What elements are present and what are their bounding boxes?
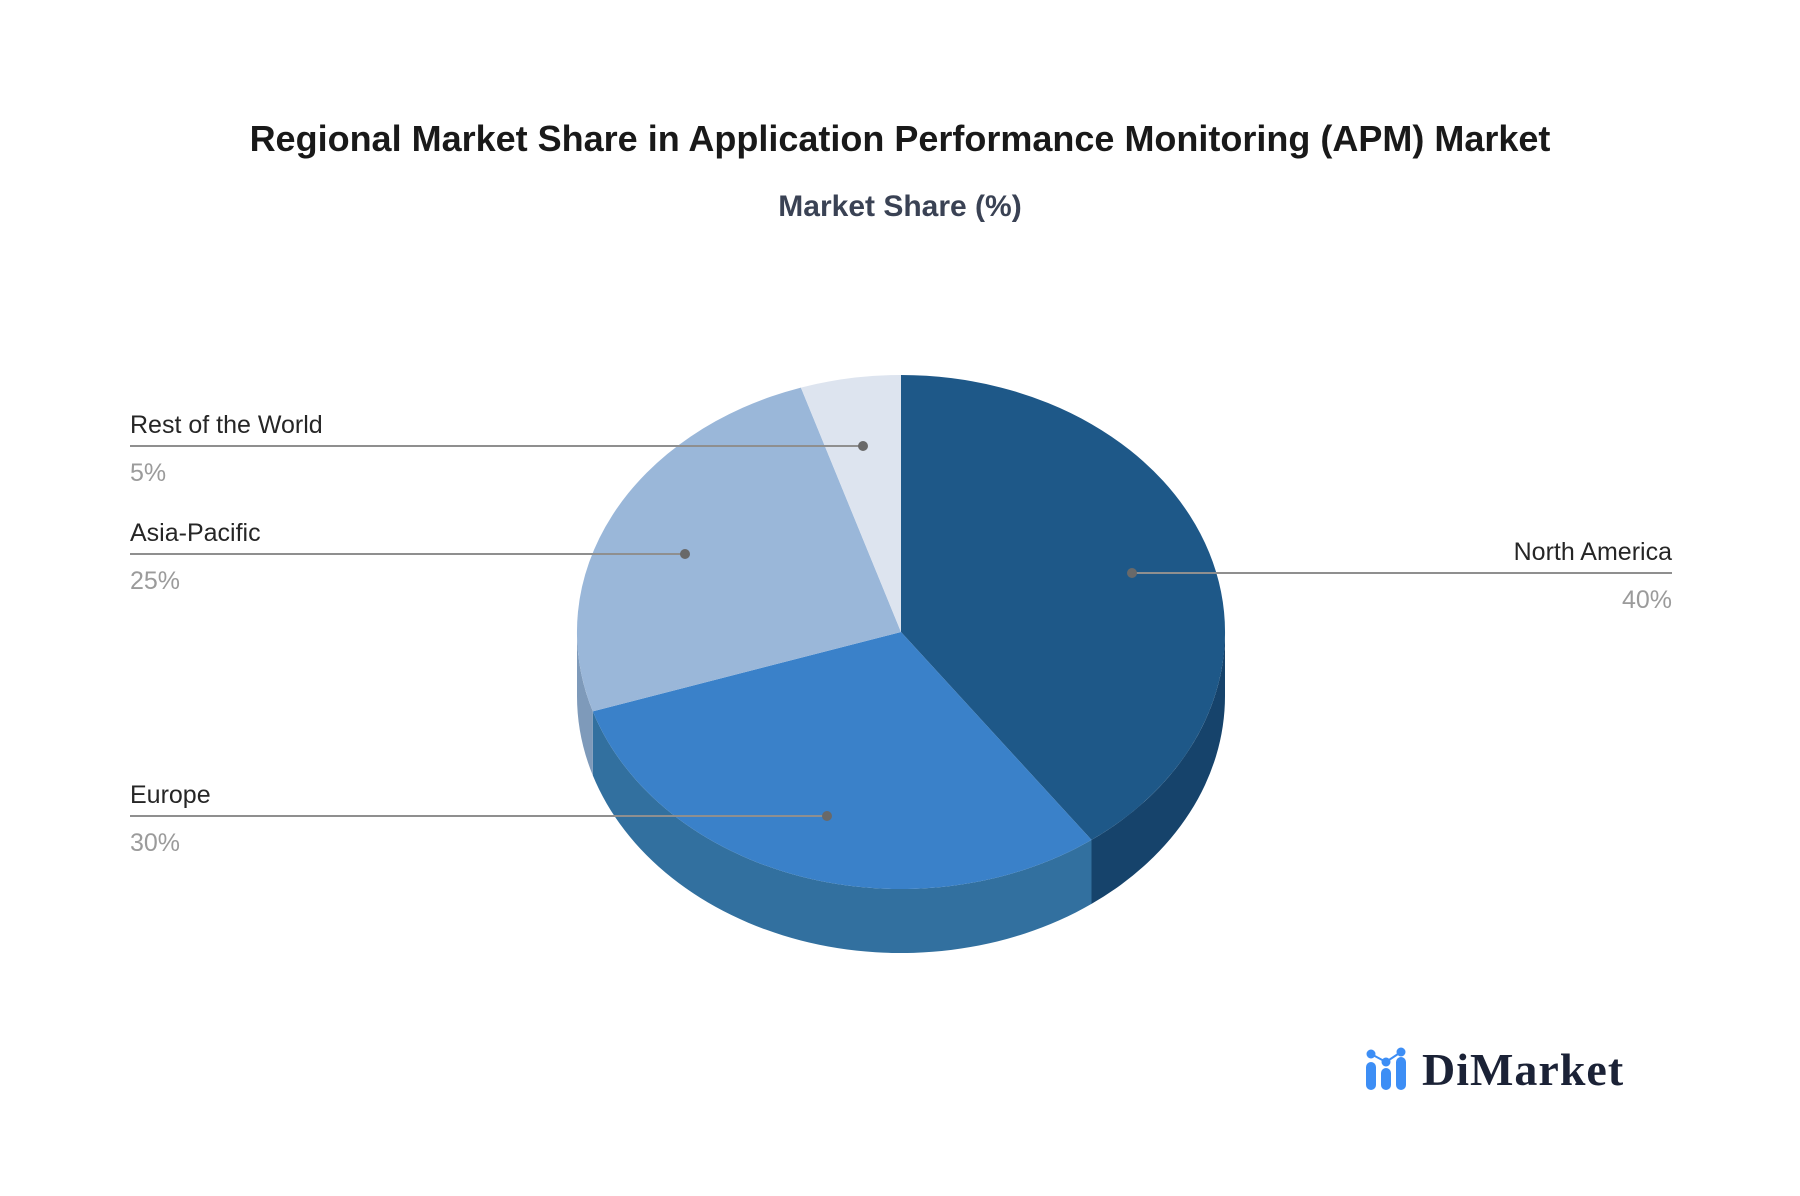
pie-slice-side-europe — [592, 711, 1092, 954]
pie-slice-asia-pacific — [576, 387, 901, 712]
pie-slice-rest-of-the-world — [800, 375, 901, 632]
brand-logo: DiMarket — [1363, 1044, 1625, 1095]
leader-line-asia-pacific — [130, 549, 690, 559]
slice-label-north-america: North America — [1513, 538, 1672, 566]
pie-slice-europe — [592, 632, 1092, 890]
slice-value-asia-pacific: 25% — [130, 567, 181, 595]
pie-slice-side-asia-pacific — [576, 632, 593, 776]
bar-line-chart-icon — [1366, 1047, 1406, 1090]
leader-line-north-america — [1127, 568, 1672, 578]
chart-title: Regional Market Share in Application Per… — [249, 118, 1551, 159]
slice-label-rest-of-the-world: Rest of the World — [130, 411, 323, 439]
slice-value-europe: 30% — [130, 829, 181, 857]
slice-value-rest-of-the-world: 5% — [130, 459, 167, 487]
slice-label-asia-pacific: Asia-Pacific — [130, 519, 261, 547]
pie-slice-north-america — [901, 375, 1226, 840]
pie-slice-side-north-america — [1091, 632, 1225, 904]
leader-line-europe — [130, 811, 832, 821]
slice-value-north-america: 40% — [1621, 586, 1672, 614]
leader-line-rest-of-the-world — [130, 441, 868, 451]
chart-subtitle: Market Share (%) — [778, 190, 1022, 223]
brand-logo-text: DiMarket — [1422, 1044, 1625, 1095]
slice-label-europe: Europe — [130, 781, 211, 809]
